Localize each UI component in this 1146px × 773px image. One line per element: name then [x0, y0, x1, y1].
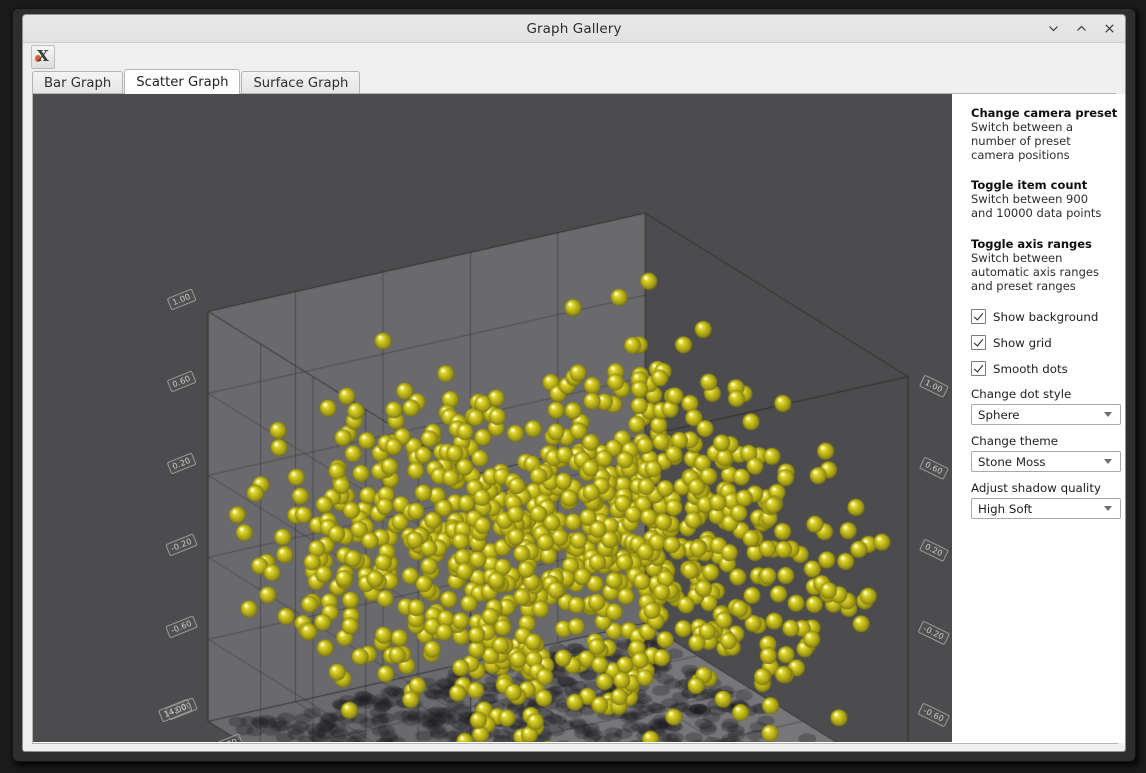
chevron-down-icon[interactable] [1104, 506, 1112, 512]
label-shadow-quality: Adjust shadow quality [971, 481, 1101, 496]
close-button[interactable] [1102, 21, 1117, 36]
select-value: Sphere [978, 407, 1020, 422]
checkmark-icon[interactable] [971, 309, 986, 325]
help-body: Switch between automatic axis ranges and… [971, 250, 1099, 293]
window-controls [1046, 15, 1117, 42]
tab-bar-graph[interactable]: Bar Graph [32, 71, 124, 94]
checkmark-icon[interactable] [971, 361, 986, 377]
select-value: High Soft [978, 501, 1033, 516]
tab-scatter-graph[interactable]: Scatter Graph [124, 69, 241, 94]
x-application-icon[interactable]: X [31, 44, 55, 69]
help-title: Toggle item count [971, 178, 1088, 193]
window-title: Graph Gallery [526, 20, 622, 37]
select-value: Stone Moss [978, 454, 1046, 469]
tab-bar: Bar Graph Scatter Graph Surface Graph [23, 69, 1125, 94]
icon-glyph: X [37, 46, 49, 65]
checkbox-label: Smooth dots [993, 361, 1068, 376]
title-bar: Graph Gallery [23, 15, 1125, 43]
tab-surface-graph[interactable]: Surface Graph [241, 71, 361, 94]
application-window: Graph Gallery X Bar G [22, 14, 1126, 752]
tab-label: Surface Graph [253, 75, 349, 91]
help-item-count: Toggle item count Switch between 900 and… [971, 178, 1121, 221]
icon-accent-dot [35, 54, 41, 62]
checkbox-label: Show grid [993, 335, 1052, 350]
select-dot-style[interactable]: Sphere [971, 404, 1121, 426]
label-theme: Change theme [971, 434, 1059, 449]
minimize-button[interactable] [1046, 21, 1061, 36]
checkmark-icon[interactable] [971, 335, 986, 351]
checkbox-label: Show background [993, 309, 1099, 324]
help-title: Change camera preset [971, 106, 1118, 120]
help-body: Switch between a number of preset camera… [971, 120, 1074, 162]
select-shadow-quality[interactable]: High Soft [971, 498, 1121, 520]
help-title: Toggle axis ranges [971, 236, 1092, 251]
tab-label: Scatter Graph [136, 74, 229, 90]
chevron-down-icon[interactable] [1104, 459, 1112, 465]
scatter-3d-scene[interactable] [33, 94, 952, 742]
maximize-button[interactable] [1074, 21, 1089, 36]
checkbox-show-grid[interactable]: Show grid [971, 335, 1121, 351]
checkbox-smooth-dots[interactable]: Smooth dots [971, 361, 1121, 377]
control-panel: Change camera preset Switch between a nu… [952, 94, 1125, 743]
label-dot-style: Change dot style [971, 387, 1072, 402]
content-pane: 1.000.600.20-0.20-0.60-1.0014.008.702.90… [32, 94, 1125, 744]
chevron-down-icon[interactable] [1104, 412, 1112, 418]
scatter-graph-canvas[interactable]: 1.000.600.20-0.20-0.60-1.0014.008.702.90… [33, 94, 952, 742]
checkbox-show-background[interactable]: Show background [971, 309, 1121, 325]
select-theme[interactable]: Stone Moss [971, 451, 1121, 473]
tab-label: Bar Graph [44, 75, 112, 91]
help-axis-ranges: Toggle axis ranges Switch between automa… [971, 237, 1121, 293]
help-camera-preset: Change camera preset Switch between a nu… [971, 106, 1121, 162]
help-body: Switch between 900 and 10000 data points [971, 192, 1102, 221]
icon-strip: X [23, 43, 1125, 70]
